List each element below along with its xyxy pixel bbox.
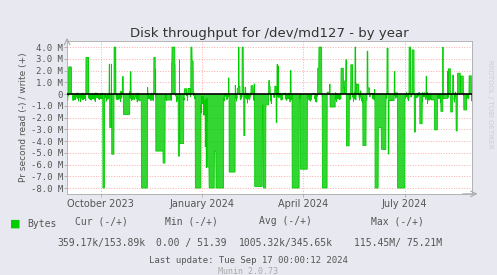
Text: 115.45M/ 75.21M: 115.45M/ 75.21M — [353, 238, 442, 248]
Text: Bytes: Bytes — [27, 219, 57, 229]
Y-axis label: Pr second read (-) / write (+): Pr second read (-) / write (+) — [19, 53, 28, 182]
Text: Max (-/+): Max (-/+) — [371, 216, 424, 226]
Text: RRDTOOL / TOBI OETIKER: RRDTOOL / TOBI OETIKER — [487, 60, 493, 149]
Text: ■: ■ — [10, 219, 20, 229]
Title: Disk throughput for /dev/md127 - by year: Disk throughput for /dev/md127 - by year — [130, 27, 409, 40]
Text: 1005.32k/345.65k: 1005.32k/345.65k — [239, 238, 333, 248]
Text: Avg (-/+): Avg (-/+) — [259, 216, 312, 226]
Text: Munin 2.0.73: Munin 2.0.73 — [219, 267, 278, 275]
Text: 359.17k/153.89k: 359.17k/153.89k — [58, 238, 146, 248]
Text: Cur (-/+): Cur (-/+) — [76, 216, 128, 226]
Text: Min (-/+): Min (-/+) — [165, 216, 218, 226]
Text: 0.00 / 51.39: 0.00 / 51.39 — [156, 238, 227, 248]
Text: Last update: Tue Sep 17 00:00:12 2024: Last update: Tue Sep 17 00:00:12 2024 — [149, 257, 348, 265]
